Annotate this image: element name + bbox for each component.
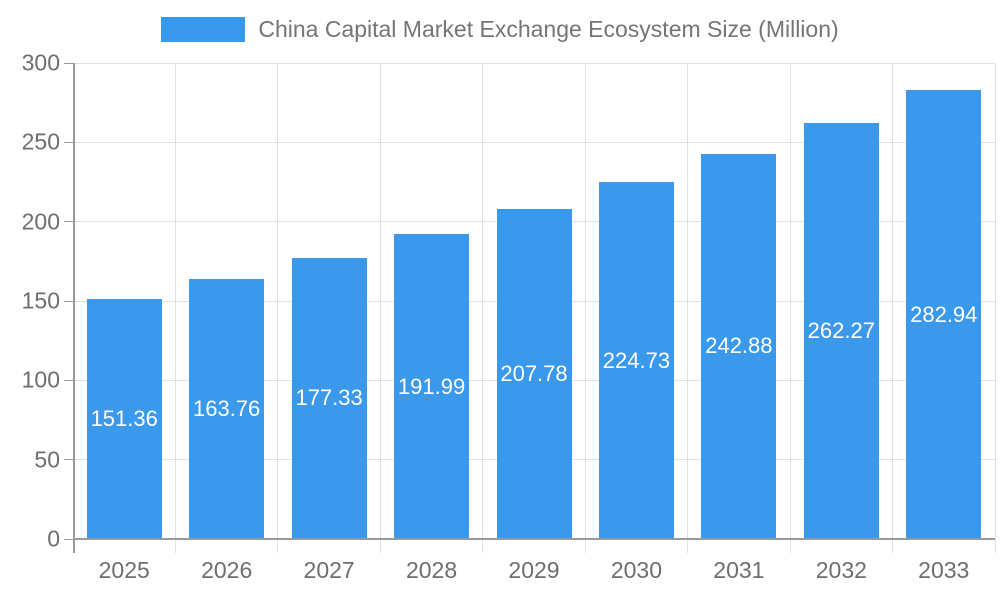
y-axis-tick bbox=[64, 221, 73, 223]
bar-value-label: 282.94 bbox=[910, 301, 978, 327]
bar-value-label: 177.33 bbox=[295, 385, 363, 411]
y-axis-tick-label: 250 bbox=[21, 128, 60, 155]
y-axis-tick-label: 150 bbox=[21, 287, 60, 314]
bar-2029[interactable] bbox=[496, 209, 572, 539]
plot-area: 0 50 100 150 200 250 300 151.36 2025 163.76 2026 17… bbox=[22, 50, 996, 583]
x-axis-tick-label: 2025 bbox=[98, 557, 150, 583]
y-axis-tick bbox=[64, 141, 73, 143]
bar-value-label: 163.76 bbox=[193, 396, 261, 422]
bar-2032[interactable] bbox=[803, 122, 879, 539]
vertical-gridline bbox=[892, 63, 894, 553]
y-axis-tick bbox=[64, 538, 73, 540]
y-axis-tick-label: 0 bbox=[47, 525, 60, 552]
vertical-gridline bbox=[482, 63, 484, 553]
bar-2028[interactable] bbox=[394, 234, 470, 539]
horizontal-gridline bbox=[73, 62, 995, 64]
y-axis-tick bbox=[64, 62, 73, 64]
bar-2033[interactable] bbox=[906, 90, 982, 539]
y-axis-line bbox=[73, 63, 75, 553]
vertical-gridline bbox=[789, 63, 791, 553]
y-axis-tick-label: 300 bbox=[21, 49, 60, 76]
x-axis-tick-label: 2026 bbox=[201, 557, 253, 583]
legend-swatch[interactable] bbox=[161, 17, 246, 43]
y-axis-tick-label: 200 bbox=[21, 208, 60, 235]
vertical-gridline bbox=[174, 63, 176, 553]
x-axis-tick-label: 2027 bbox=[303, 557, 355, 583]
vertical-gridline bbox=[379, 63, 381, 553]
x-axis-line bbox=[73, 538, 995, 540]
x-axis-tick-label: 2028 bbox=[405, 557, 458, 583]
x-axis-tick-label: 2030 bbox=[610, 557, 663, 583]
bar-value-label: 224.73 bbox=[602, 347, 671, 373]
vertical-gridline bbox=[584, 63, 586, 553]
y-axis-tick bbox=[64, 379, 73, 381]
bar-2025[interactable] bbox=[86, 298, 162, 539]
bar-value-label: 207.78 bbox=[500, 361, 568, 387]
chart-title: China Capital Market Exchange Ecosystem … bbox=[258, 16, 839, 42]
bar-value-label: 262.27 bbox=[807, 317, 875, 343]
vertical-gridline bbox=[277, 63, 279, 553]
bar-value-label: 191.99 bbox=[397, 373, 466, 399]
y-axis-tick-label: 50 bbox=[34, 446, 60, 473]
x-axis-tick-label: 2031 bbox=[713, 557, 765, 583]
bar-value-label: 151.36 bbox=[90, 405, 158, 431]
chart-legend: China Capital Market Exchange Ecosystem … bbox=[0, 16, 1000, 43]
y-axis-tick-label: 100 bbox=[21, 366, 60, 393]
x-axis-tick-label: 2029 bbox=[508, 557, 560, 583]
vertical-gridline bbox=[994, 63, 996, 553]
y-axis-tick bbox=[64, 459, 73, 461]
bar-2027[interactable] bbox=[291, 257, 367, 539]
vertical-gridline bbox=[687, 63, 689, 553]
bar-2031[interactable] bbox=[701, 153, 777, 539]
y-axis-tick bbox=[64, 300, 73, 302]
horizontal-gridline bbox=[73, 141, 995, 143]
bar-2026[interactable] bbox=[189, 279, 265, 539]
x-axis-tick-label: 2033 bbox=[918, 557, 970, 583]
bar-2030[interactable] bbox=[598, 182, 674, 539]
bar-value-label: 242.88 bbox=[705, 333, 773, 359]
x-axis-tick-label: 2032 bbox=[815, 557, 867, 583]
